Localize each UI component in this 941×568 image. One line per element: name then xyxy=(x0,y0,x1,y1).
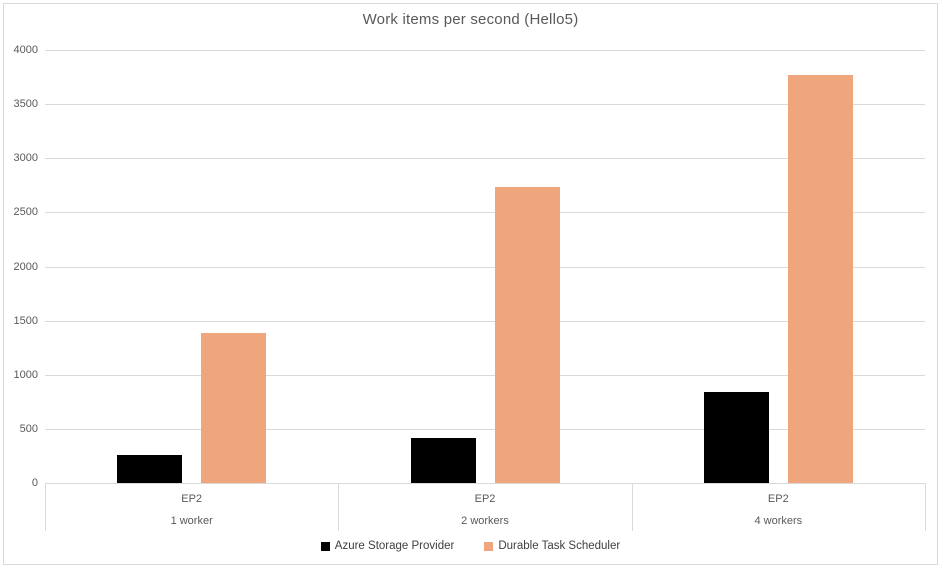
gridline xyxy=(45,483,925,484)
legend-item-durable-task-scheduler: Durable Task Scheduler xyxy=(484,540,620,552)
gridline xyxy=(45,266,925,268)
legend-swatch-azure-storage-provider xyxy=(320,541,330,551)
chart-title: Work items per second (Hello5) xyxy=(362,11,579,28)
y-axis-tick-label: 4000 xyxy=(13,44,38,56)
legend: Azure Storage Provider Durable Task Sched… xyxy=(0,540,941,552)
gridline xyxy=(45,212,925,214)
bar-azure-storage-provider xyxy=(117,454,183,483)
bar-durable-task-scheduler xyxy=(494,187,560,483)
gridline xyxy=(45,50,925,51)
y-axis-tick-label: 3500 xyxy=(13,98,38,111)
legend-item-azure-storage-provider: Azure Storage Provider xyxy=(320,540,455,552)
category-group-label: EP2 xyxy=(474,493,496,505)
bar-azure-storage-provider xyxy=(410,437,476,483)
gridline xyxy=(45,374,925,376)
category-sub-label: 1 worker xyxy=(170,515,213,527)
y-axis-tick-label: 2000 xyxy=(13,260,38,273)
legend-label: Azure Storage Provider xyxy=(334,540,455,552)
bar-durable-task-scheduler xyxy=(201,332,267,483)
gridline xyxy=(45,158,925,160)
y-axis-tick-label: 0 xyxy=(31,477,38,489)
category-sub-label: 2 workers xyxy=(461,515,509,527)
gridline xyxy=(45,104,925,106)
gridline xyxy=(45,428,925,430)
y-axis-tick-label: 3000 xyxy=(13,152,38,165)
y-axis-tick-label: 500 xyxy=(19,422,38,435)
legend-swatch-durable-task-scheduler xyxy=(484,541,494,551)
y-axis-tick-label: 1000 xyxy=(13,368,38,381)
category-separator xyxy=(338,483,340,531)
bar-azure-storage-provider xyxy=(703,392,769,483)
category-separator xyxy=(925,483,926,531)
category-group-label: EP2 xyxy=(181,493,203,505)
category-separator xyxy=(631,483,633,531)
category-separator xyxy=(45,483,46,531)
bar-durable-task-scheduler xyxy=(787,74,853,483)
legend-label: Durable Task Scheduler xyxy=(498,540,621,552)
category-group-label: EP2 xyxy=(767,493,789,505)
gridline xyxy=(45,320,925,322)
y-axis-tick-label: 2500 xyxy=(13,206,38,219)
y-axis-tick-label: 1500 xyxy=(13,314,38,327)
category-sub-label: 4 workers xyxy=(754,515,803,527)
